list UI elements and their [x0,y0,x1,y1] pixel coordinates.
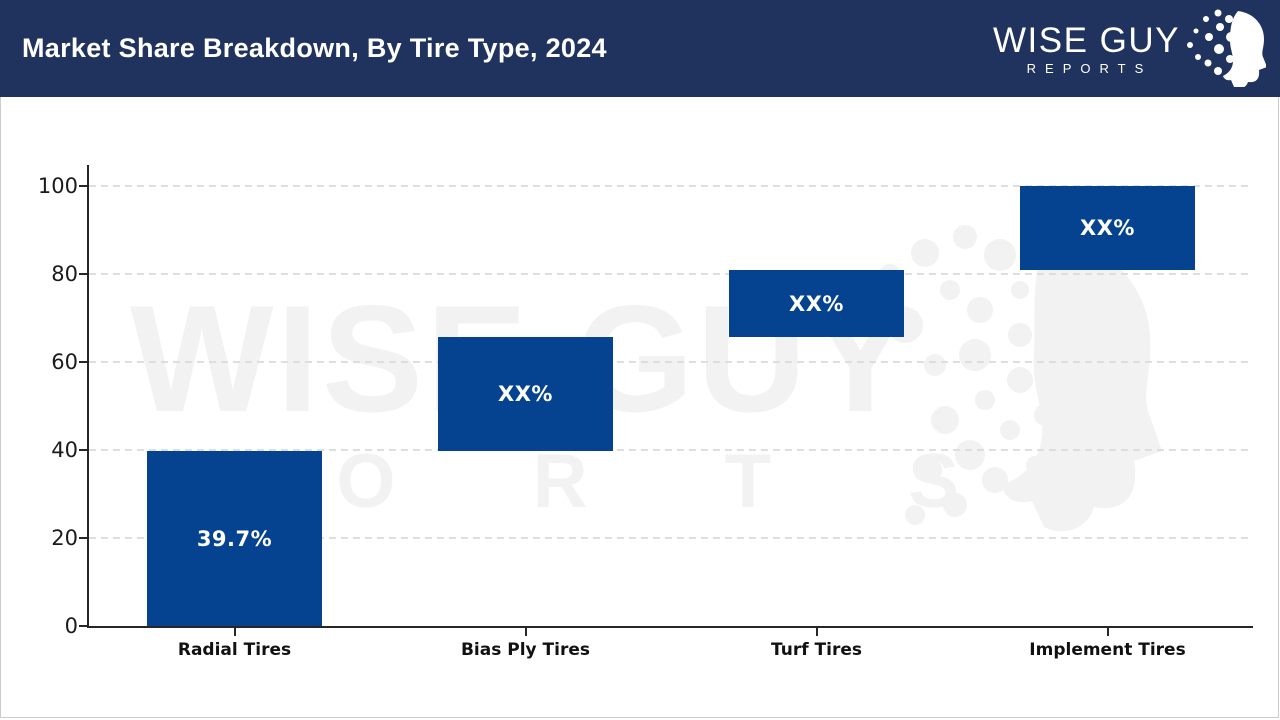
x-tick-mark-1 [524,628,527,636]
y-tick-label-0: 0 [64,614,78,638]
y-tick-label-20: 20 [51,526,78,550]
y-tick-mark-60 [79,361,87,363]
y-tick-mark-20 [79,537,87,539]
y-tick-label-80: 80 [51,262,78,286]
x-category-label-2: Turf Tires [771,640,862,660]
x-category-label-0: Radial Tires [177,640,292,660]
y-axis-line [87,165,89,628]
bar-value-label: XX% [789,291,844,316]
bar-value-label: 39.7% [196,526,273,551]
gridline-100 [89,185,1253,187]
y-tick-mark-80 [79,273,87,275]
logo-wordmark: WISE GUY [992,21,1180,60]
gridline-20 [89,537,1253,539]
x-axis-line [87,626,1253,628]
y-tick-mark-100 [79,185,87,187]
bar-value-label: XX% [1080,216,1135,241]
bar-value-label: XX% [498,382,553,407]
x-tick-mark-3 [1106,628,1109,636]
page-title: Market Share Breakdown, By Tire Type, 20… [22,33,607,63]
gridline-40 [89,449,1253,451]
wise-guy-reports-logo: WISE GUY REPORTS [993,6,1267,92]
logo-head-icon [1182,7,1267,91]
bar-turf-tires: XX% [729,270,904,338]
bar-implement-tires: XX% [1020,186,1195,271]
x-category-label-3: Implement Tires [1029,640,1186,660]
y-tick-label-100: 100 [37,174,78,198]
gridline-60 [89,361,1253,363]
logo-text: WISE GUY REPORTS [993,23,1180,75]
y-tick-mark-40 [79,449,87,451]
y-tick-mark-0 [79,625,87,627]
gridline-80 [89,273,1253,275]
bar-radial-tires: 39.7% [147,451,322,626]
y-tick-label-40: 40 [51,438,78,462]
x-tick-mark-0 [233,628,236,636]
y-tick-label-60: 60 [51,350,78,374]
logo-subtext: REPORTS [1026,61,1153,76]
x-tick-mark-2 [815,628,818,636]
header-bar: Market Share Breakdown, By Tire Type, 20… [0,0,1280,97]
x-category-label-1: Bias Ply Tires [460,640,591,660]
bar-bias-ply-tires: XX% [438,337,613,452]
